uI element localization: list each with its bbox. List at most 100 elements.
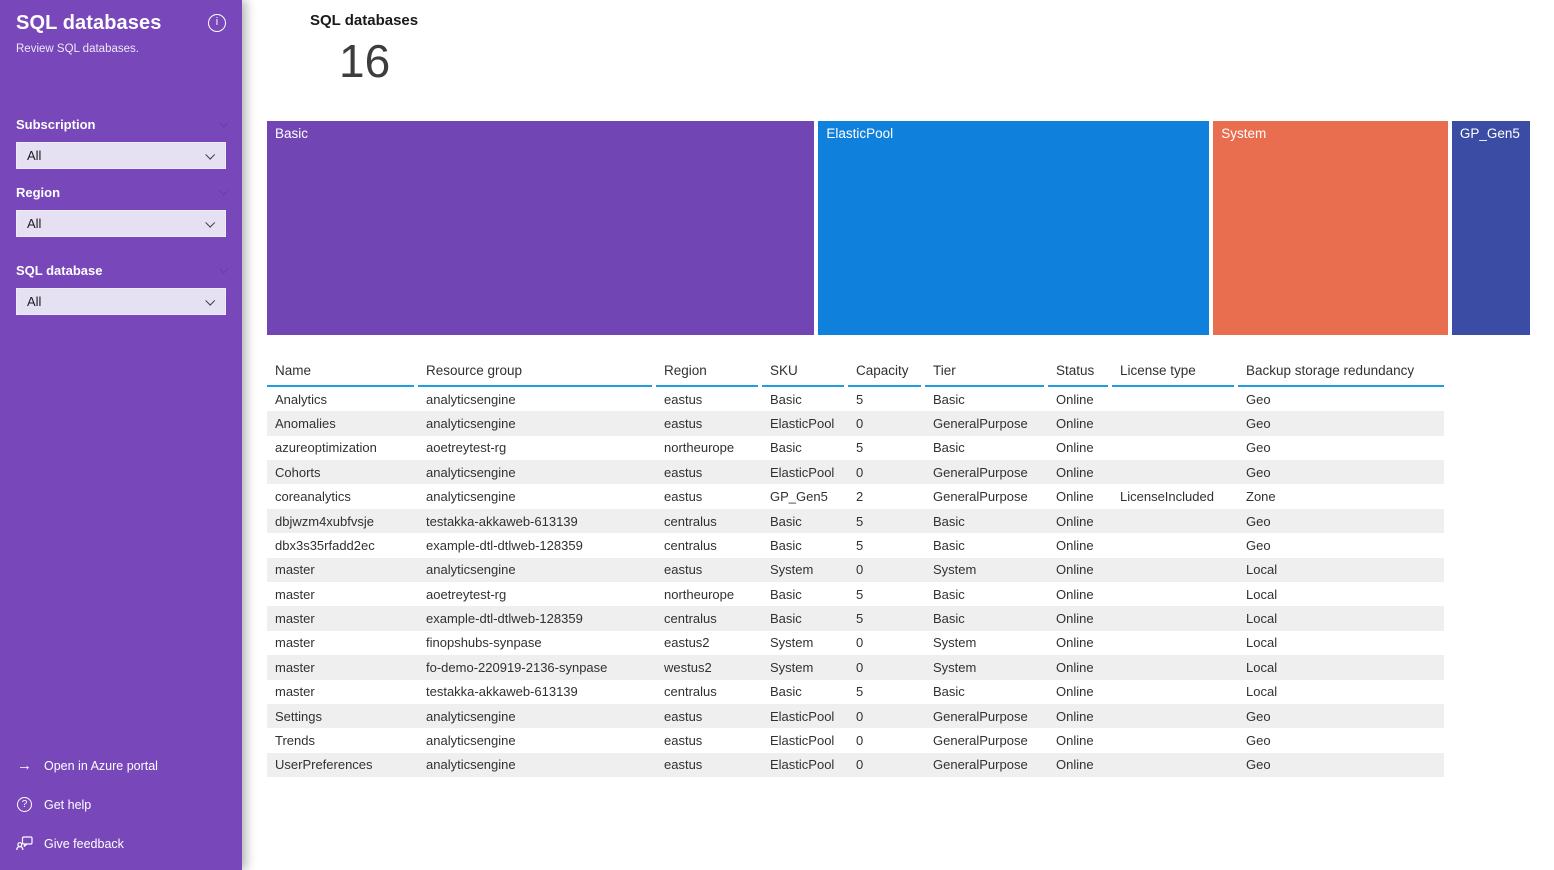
table-cell: GeneralPurpose [933,489,1028,505]
table-cell: 5 [856,586,864,602]
table-cell: GeneralPurpose [933,708,1028,724]
table-cell: Settings [275,708,322,724]
table-cell: 0 [856,733,864,749]
table-cell: centralus [664,611,717,627]
column-header[interactable]: Tier [925,359,1048,387]
link-label: Open in Azure portal [44,758,158,773]
give-feedback-link[interactable]: Give feedback [16,835,226,852]
table-cell: Basic [770,513,802,529]
table-cell: analyticsengine [426,733,516,749]
treemap-segment-system[interactable]: System [1213,120,1448,335]
table-row[interactable]: master aoetreytest-rg northeurope Basic 5 Bas… [267,582,1444,606]
table-cell: Online [1056,733,1094,749]
table-row[interactable]: master testakka-akkaweb-613139 centralus Ba… [267,680,1444,704]
table-cell: master [275,684,315,700]
column-header[interactable]: Backup storage redundancy [1238,359,1444,387]
table-cell: aoetreytest-rg [426,586,507,602]
table-cell: Online [1056,635,1094,651]
sku-treemap: Basic ElasticPool System GP_Gen5 [267,120,1530,335]
table-cell: Cohorts [275,464,321,480]
sidebar-footer: → Open in Azure portal ? Get help Give f… [16,757,226,860]
table-cell: GeneralPurpose [933,757,1028,773]
chevron-down-icon[interactable] [219,265,228,274]
region-dropdown[interactable]: All [16,210,226,237]
table-row[interactable]: UserPreferences analyticsengine eastus Elas… [267,752,1444,778]
table-row[interactable]: master example-dtl-dtlweb-128359 centralus… [267,606,1444,631]
table-cell: Online [1056,391,1094,407]
treemap-segment-label: Basic [275,125,309,141]
table-cell: Geo [1246,708,1271,724]
table-row[interactable]: Settings analyticsengine eastus ElasticPool… [267,703,1444,729]
table-row[interactable]: Trends analyticsengine eastus ElasticPool 0 G… [267,728,1444,752]
table-cell: Geo [1246,757,1271,773]
table-cell: Local [1246,586,1278,602]
dropdown-value: All [27,294,42,309]
treemap-segment-basic[interactable]: Basic [267,120,815,335]
table-cell: Local [1246,611,1278,627]
table-row[interactable]: coreanalytics analyticsengine eastus GP_Gen… [267,484,1444,508]
table-row[interactable]: master analyticsengine eastus System 0 System… [267,557,1444,583]
table-row[interactable]: azureoptimization aoetreytest-rg northeuro… [267,436,1444,460]
table-cell: GeneralPurpose [933,464,1028,480]
table-row[interactable]: dbjwzm4xubfvsje testakka-akkaweb-613139 ce… [267,508,1444,534]
table-cell: dbjwzm4xubfvsje [275,513,374,529]
table-cell: Geo [1246,415,1271,431]
page-title: SQL databases [310,12,419,29]
table-cell: northeurope [664,440,735,456]
table-row[interactable]: Anomalies analyticsengine eastus ElasticPoo… [267,411,1444,436]
table-cell: Online [1056,537,1094,553]
column-header[interactable]: Capacity [848,359,925,387]
table-cell: 5 [856,391,864,407]
column-header[interactable]: License type [1112,359,1238,387]
treemap-segment-elasticpool[interactable]: ElasticPool [818,120,1210,335]
table-cell: centralus [664,513,717,529]
open-in-azure-portal-link[interactable]: → Open in Azure portal [16,757,226,774]
table-cell: analyticsengine [426,489,516,505]
table-row[interactable]: dbx3s35rfadd2ec example-dtl-dtlweb-128359… [267,533,1444,557]
link-label: Give feedback [44,836,124,851]
table-cell: ElasticPool [770,415,835,431]
table-row[interactable]: master fo-demo-220919-2136-synpase westus2… [267,655,1444,680]
table-cell: Geo [1246,513,1271,529]
column-header[interactable]: Name [267,359,418,387]
table-cell: eastus [664,757,703,773]
table-row[interactable]: Analytics analyticsengine eastus Basic 5 Basi… [267,387,1444,411]
table-cell: System [933,562,977,578]
table-cell: centralus [664,537,717,553]
sql-database-dropdown[interactable]: All [16,288,226,315]
table-cell: 5 [856,513,864,529]
subscription-dropdown[interactable]: All [16,142,226,169]
table-cell [1112,655,1238,679]
table-cell: Online [1056,757,1094,773]
column-header[interactable]: SKU [762,359,848,387]
filter-label: SQL database [16,262,103,278]
table-cell: System [770,562,814,578]
table-cell: analyticsengine [426,757,516,773]
treemap-segment-label: ElasticPool [826,125,894,141]
table-cell: Geo [1246,537,1271,553]
chevron-down-icon[interactable] [219,187,228,196]
get-help-link[interactable]: ? Get help [16,796,226,813]
filter-subscription: Subscription All [16,115,228,169]
table-row[interactable]: Cohorts analyticsengine eastus ElasticPool 0… [267,460,1444,485]
table-cell: master [275,562,315,578]
column-header[interactable]: Status [1048,359,1112,387]
table-row[interactable]: master finopshubs-synpase eastus2 System 0 Sy… [267,631,1444,655]
table-cell: Online [1056,464,1094,480]
table-cell: example-dtl-dtlweb-128359 [426,611,583,627]
column-header[interactable]: Resource group [418,359,656,387]
table-cell: Analytics [275,391,328,407]
table-cell: Online [1056,659,1094,675]
table-cell: Basic [933,684,965,700]
table-cell: Online [1056,489,1094,505]
info-icon[interactable]: i [208,14,226,32]
column-header[interactable]: Region [656,359,762,387]
table-header-row: Name Resource group Region SKU Capacity Tier S… [267,359,1444,387]
chevron-down-icon[interactable] [219,119,228,128]
chevron-down-icon [205,217,216,228]
table-cell: Online [1056,611,1094,627]
treemap-segment-gp_gen5[interactable]: GP_Gen5 [1451,120,1530,335]
table-cell: Local [1246,635,1278,651]
table-cell: fo-demo-220919-2136-synpase [426,659,608,675]
